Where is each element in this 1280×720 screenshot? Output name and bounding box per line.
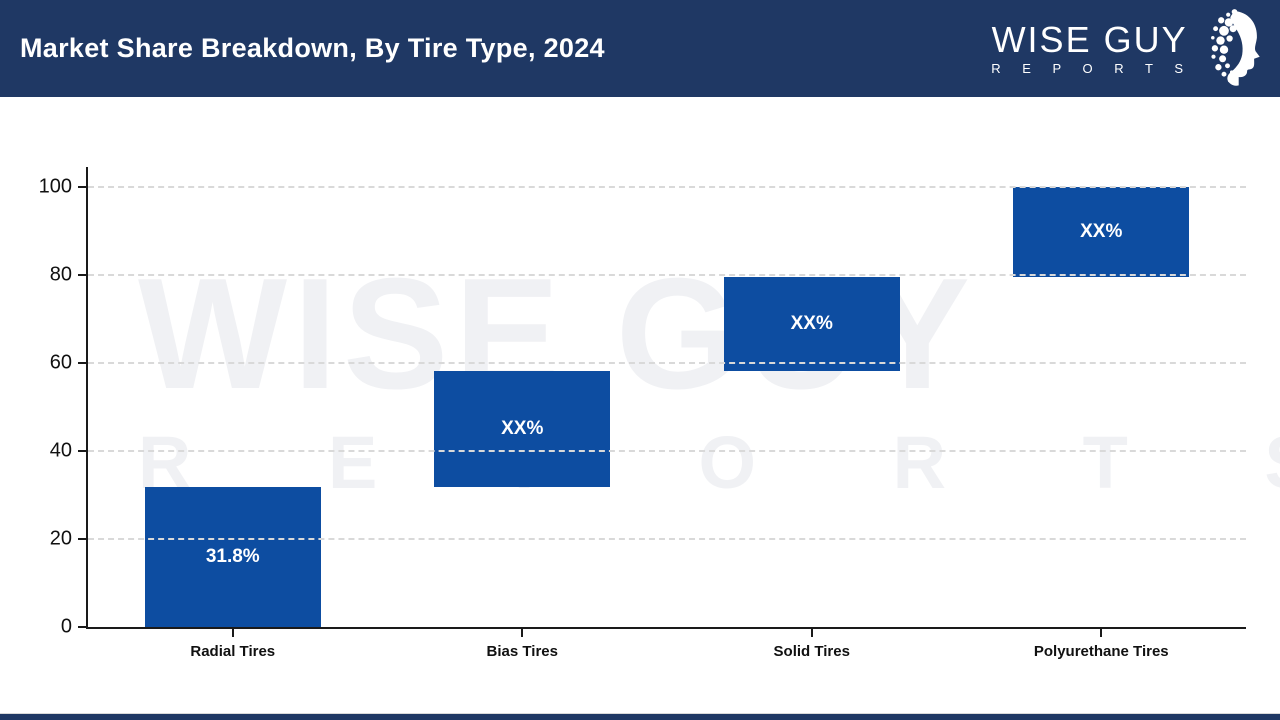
chart-plot-area: WISE GUY R E P O R T S 0 20 40 60 80 100 31.8%… [0, 97, 1280, 714]
bar-value-label: XX% [1080, 220, 1123, 242]
footer-accent-bar [0, 714, 1280, 720]
x-tick-mark [1100, 629, 1103, 637]
y-tick-label: 100 [38, 175, 72, 198]
gridline [88, 362, 1246, 364]
chart-title: Market Share Breakdown, By Tire Type, 20… [20, 33, 605, 63]
footer-hairline [0, 713, 1280, 714]
wise-guy-reports-logo: WISE GUY R E P O R T S [987, 7, 1268, 91]
y-tick-mark [78, 274, 86, 276]
gridline [88, 450, 1246, 452]
bar-radial-tires: 31.8% [144, 487, 321, 627]
gridline [88, 538, 1246, 540]
bar-value-label: XX% [790, 312, 833, 334]
bar-solid-tires: XX% [723, 276, 900, 371]
y-tick-mark [78, 362, 86, 364]
y-tick-mark [78, 626, 86, 628]
bar-value-label: XX% [501, 417, 544, 439]
y-tick-label: 80 [49, 263, 72, 286]
logo-wordmark: WISE GUY [991, 18, 1188, 60]
x-category-label: Radial Tires [190, 643, 276, 660]
x-category-label: Bias Tires [486, 643, 558, 660]
y-tick-label: 20 [49, 527, 72, 550]
x-tick-mark [810, 629, 813, 637]
bar-bias-tires: XX% [434, 370, 611, 488]
x-category-label: Polyurethane Tires [1033, 643, 1169, 660]
y-axis-line [86, 167, 88, 629]
y-tick-label: 60 [49, 351, 72, 374]
watermark-wordmark: WISE GUY [138, 246, 977, 422]
gridline [88, 274, 1246, 276]
head-profile-dots-icon [1211, 8, 1260, 86]
x-axis-line [86, 627, 1246, 629]
x-category-label: Solid Tires [773, 643, 850, 660]
y-tick-mark [78, 450, 86, 452]
y-tick-label: 0 [60, 615, 72, 638]
logo-subtitle: R E P O R T S [991, 60, 1192, 76]
x-tick-mark [521, 629, 524, 637]
gridline [88, 186, 1246, 188]
watermark-text: WISE GUY R E P O R T S [138, 246, 1280, 500]
bar-polyurethane-tires: XX% [1013, 187, 1190, 277]
y-tick-mark [78, 186, 86, 188]
logo-text: WISE GUY R E P O R T S [987, 18, 1192, 76]
header-banner: Market Share Breakdown, By Tire Type, 20… [0, 0, 1280, 97]
x-tick-mark [231, 629, 234, 637]
bar-value-label: 31.8% [205, 546, 260, 568]
y-tick-mark [78, 538, 86, 540]
y-tick-label: 40 [49, 439, 72, 462]
